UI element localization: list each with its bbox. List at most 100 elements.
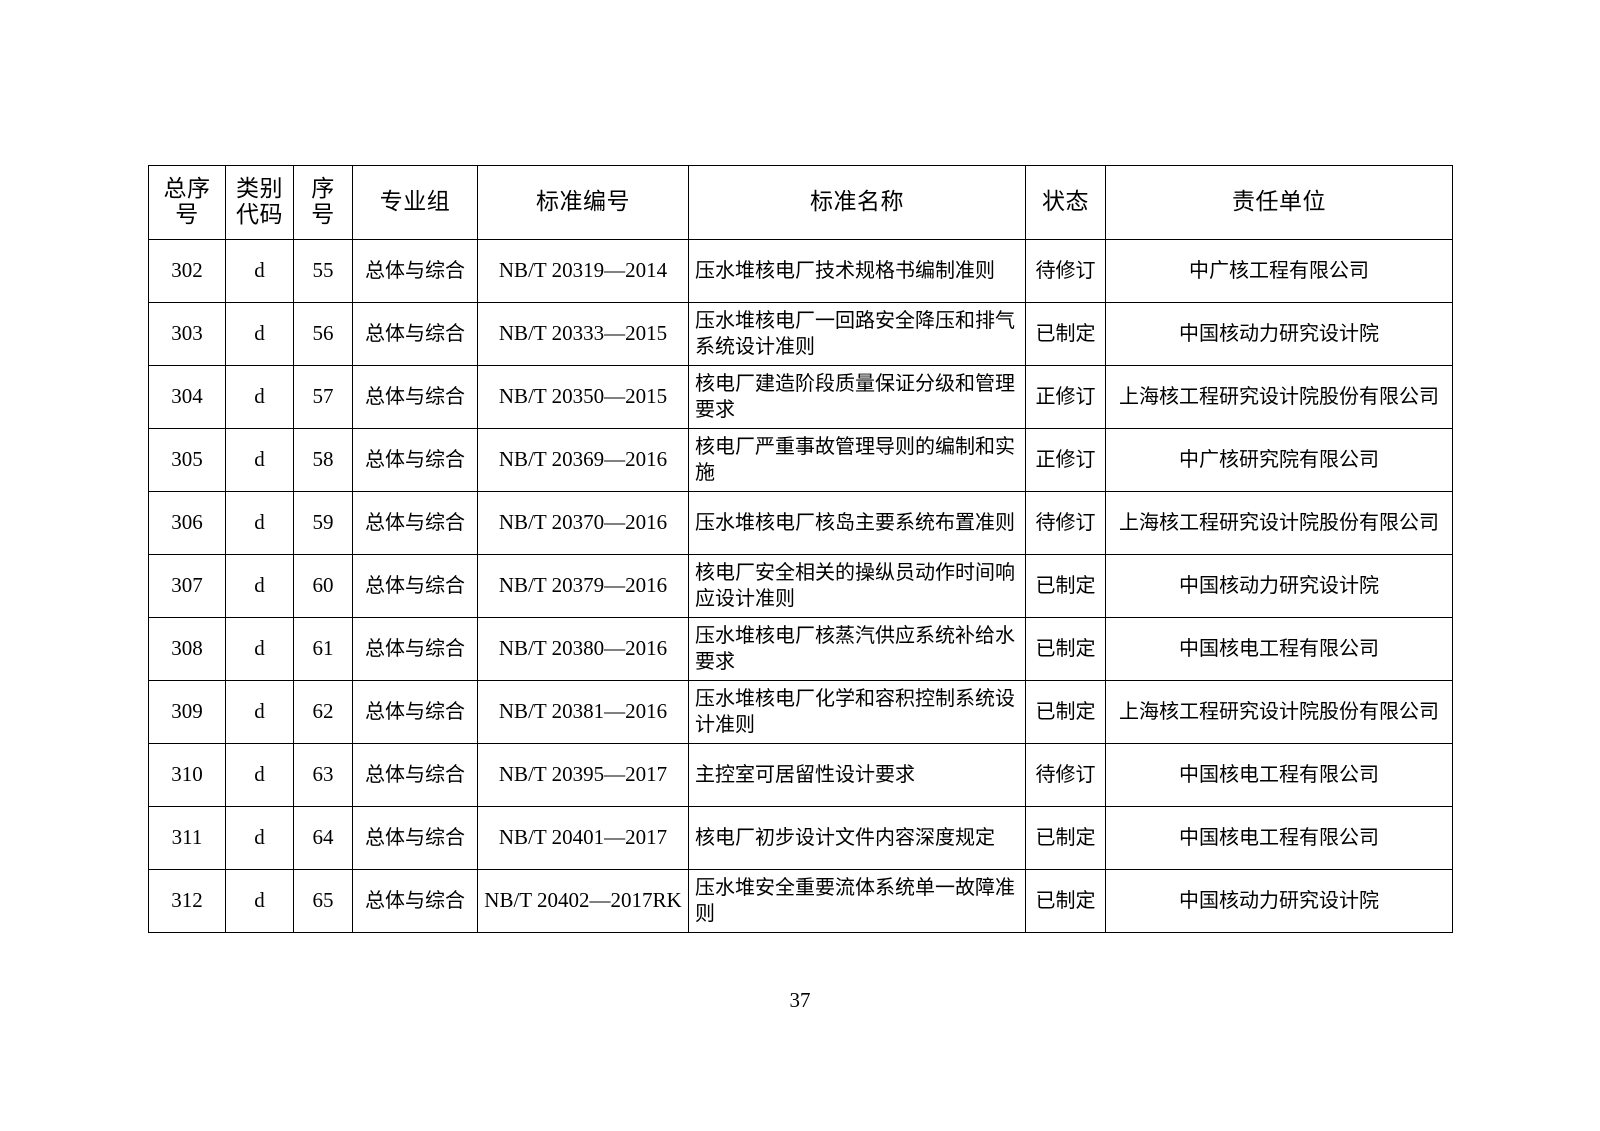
cell-standard-name: 核电厂初步设计文件内容深度规定	[688, 806, 1026, 870]
cell-status: 已制定	[1025, 617, 1106, 681]
cell-standard-number: NB/T 20379—2016	[477, 554, 689, 618]
table-row: 312 d 65 总体与综合 NB/T 20402—2017RK 压水堆安全重要流体系统单…	[148, 869, 1453, 933]
table-row: 302 d 55 总体与综合 NB/T 20319—2014 压水堆核电厂技术规格书编制准…	[148, 239, 1453, 303]
column-header-category-code-line1: 类别	[236, 175, 283, 202]
column-header-status: 状态	[1025, 165, 1106, 240]
table-row: 311 d 64 总体与综合 NB/T 20401—2017 核电厂初步设计文件内容深度规…	[148, 806, 1453, 870]
cell-category-code: d	[225, 617, 294, 681]
cell-standard-name: 压水堆核电厂化学和容积控制系统设计准则	[688, 680, 1026, 744]
cell-status: 已制定	[1025, 554, 1106, 618]
table-header-row: 总序号 类别 代码 序号 专业组 标准编号	[148, 165, 1453, 240]
cell-standard-number: NB/T 20381—2016	[477, 680, 689, 744]
cell-seq-no: 62	[293, 680, 353, 744]
cell-total-no: 309	[148, 680, 226, 744]
cell-total-no: 306	[148, 491, 226, 555]
cell-standard-number: NB/T 20402—2017RK	[477, 869, 689, 933]
table-row: 307 d 60 总体与综合 NB/T 20379—2016 核电厂安全相关的操纵员动作时…	[148, 554, 1453, 618]
cell-category-code: d	[225, 869, 294, 933]
cell-seq-no: 60	[293, 554, 353, 618]
column-header-total-no-line1: 总序号	[163, 175, 211, 228]
table-row: 308 d 61 总体与综合 NB/T 20380—2016 压水堆核电厂核蒸汽供应系统补…	[148, 617, 1453, 681]
cell-category-code: d	[225, 491, 294, 555]
cell-seq-no: 59	[293, 491, 353, 555]
table-row: 310 d 63 总体与综合 NB/T 20395—2017 主控室可居留性设计要求 待修订…	[148, 743, 1453, 807]
cell-responsible-unit: 上海核工程研究设计院股份有限公司	[1105, 365, 1453, 429]
column-header-seq-no-line1: 序号	[311, 175, 335, 228]
cell-standard-name: 压水堆核电厂一回路安全降压和排气系统设计准则	[688, 302, 1026, 366]
standards-table: 总序号 类别 代码 序号 专业组 标准编号	[148, 165, 1453, 933]
column-header-responsible-unit: 责任单位	[1105, 165, 1453, 240]
cell-standard-name: 压水堆核电厂核岛主要系统布置准则	[688, 491, 1026, 555]
page-number: 37	[789, 988, 811, 1012]
table-row: 303 d 56 总体与综合 NB/T 20333—2015 压水堆核电厂一回路安全降压和…	[148, 302, 1453, 366]
cell-total-no: 305	[148, 428, 226, 492]
cell-responsible-unit: 中国核动力研究设计院	[1105, 554, 1453, 618]
column-header-standard-name: 标准名称	[688, 165, 1026, 240]
column-header-group-line1: 专业组	[379, 188, 451, 215]
cell-total-no: 302	[148, 239, 226, 303]
column-header-status-line1: 状态	[1042, 188, 1089, 215]
cell-responsible-unit: 中广核研究院有限公司	[1105, 428, 1453, 492]
column-header-standard-name-line1: 标准名称	[810, 188, 904, 215]
cell-responsible-unit: 中国核电工程有限公司	[1105, 806, 1453, 870]
cell-category-code: d	[225, 680, 294, 744]
cell-responsible-unit: 上海核工程研究设计院股份有限公司	[1105, 491, 1453, 555]
cell-group: 总体与综合	[352, 869, 478, 933]
cell-total-no: 307	[148, 554, 226, 618]
cell-standard-name: 核电厂严重事故管理导则的编制和实施	[688, 428, 1026, 492]
cell-standard-number: NB/T 20319—2014	[477, 239, 689, 303]
cell-status: 正修订	[1025, 428, 1106, 492]
cell-category-code: d	[225, 239, 294, 303]
cell-seq-no: 61	[293, 617, 353, 681]
cell-seq-no: 64	[293, 806, 353, 870]
cell-status: 已制定	[1025, 302, 1106, 366]
column-header-total-no: 总序号	[148, 165, 226, 240]
column-header-seq-no: 序号	[293, 165, 353, 240]
cell-standard-name: 压水堆核电厂技术规格书编制准则	[688, 239, 1026, 303]
column-header-standard-number: 标准编号	[477, 165, 689, 240]
cell-responsible-unit: 中国核电工程有限公司	[1105, 617, 1453, 681]
cell-group: 总体与综合	[352, 743, 478, 807]
cell-status: 已制定	[1025, 869, 1106, 933]
cell-category-code: d	[225, 554, 294, 618]
cell-status: 正修订	[1025, 365, 1106, 429]
cell-responsible-unit: 中国核电工程有限公司	[1105, 743, 1453, 807]
cell-standard-number: NB/T 20350—2015	[477, 365, 689, 429]
cell-status: 待修订	[1025, 491, 1106, 555]
column-header-group: 专业组	[352, 165, 478, 240]
cell-total-no: 308	[148, 617, 226, 681]
column-header-standard-number-line1: 标准编号	[536, 188, 630, 215]
cell-group: 总体与综合	[352, 554, 478, 618]
cell-group: 总体与综合	[352, 239, 478, 303]
table-header: 总序号 类别 代码 序号 专业组 标准编号	[148, 165, 1453, 240]
cell-total-no: 304	[148, 365, 226, 429]
cell-standard-number: NB/T 20333—2015	[477, 302, 689, 366]
cell-group: 总体与综合	[352, 680, 478, 744]
cell-responsible-unit: 中国核动力研究设计院	[1105, 869, 1453, 933]
table-body: 302 d 55 总体与综合 NB/T 20319—2014 压水堆核电厂技术规格书编制准…	[148, 239, 1453, 933]
cell-seq-no: 57	[293, 365, 353, 429]
cell-seq-no: 65	[293, 869, 353, 933]
cell-standard-number: NB/T 20380—2016	[477, 617, 689, 681]
cell-standard-name: 压水堆安全重要流体系统单一故障准则	[688, 869, 1026, 933]
cell-status: 已制定	[1025, 806, 1106, 870]
cell-total-no: 311	[148, 806, 226, 870]
cell-status: 已制定	[1025, 680, 1106, 744]
cell-standard-number: NB/T 20401—2017	[477, 806, 689, 870]
cell-category-code: d	[225, 743, 294, 807]
table-row: 309 d 62 总体与综合 NB/T 20381—2016 压水堆核电厂化学和容积控制系…	[148, 680, 1453, 744]
table-row: 304 d 57 总体与综合 NB/T 20350—2015 核电厂建造阶段质量保证分级和…	[148, 365, 1453, 429]
cell-group: 总体与综合	[352, 428, 478, 492]
standards-table-container: 总序号 类别 代码 序号 专业组 标准编号	[148, 165, 1453, 933]
cell-status: 待修订	[1025, 743, 1106, 807]
cell-standard-name: 压水堆核电厂核蒸汽供应系统补给水要求	[688, 617, 1026, 681]
cell-group: 总体与综合	[352, 806, 478, 870]
cell-standard-name: 核电厂安全相关的操纵员动作时间响应设计准则	[688, 554, 1026, 618]
column-header-category-code-line2: 代码	[236, 201, 283, 228]
cell-group: 总体与综合	[352, 302, 478, 366]
cell-group: 总体与综合	[352, 365, 478, 429]
cell-category-code: d	[225, 365, 294, 429]
cell-total-no: 312	[148, 869, 226, 933]
cell-responsible-unit: 中广核工程有限公司	[1105, 239, 1453, 303]
